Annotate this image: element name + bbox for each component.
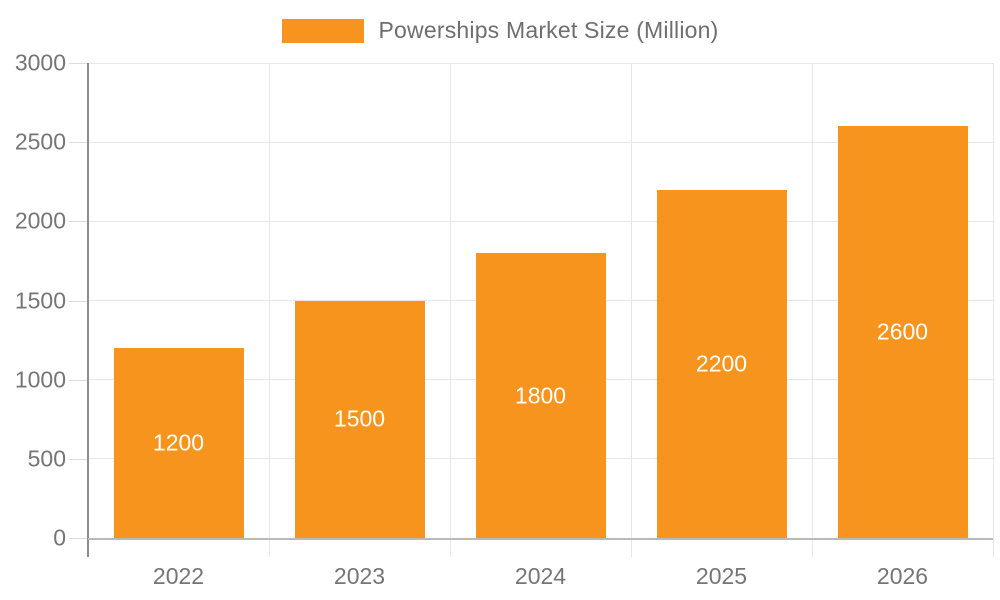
gridline-vertical <box>449 63 451 557</box>
legend-label: Powerships Market Size (Million) <box>378 17 719 43</box>
y-axis-tick <box>69 379 88 381</box>
legend[interactable]: Powerships Market Size (Million) <box>0 17 1000 44</box>
y-axis-tick-label: 2000 <box>14 207 66 234</box>
y-axis-tick-label: 2500 <box>14 128 66 155</box>
y-axis-tick-label: 500 <box>27 445 66 472</box>
bar-2024[interactable] <box>475 253 606 538</box>
y-axis-tick-label: 1000 <box>14 366 66 393</box>
gridline-vertical <box>811 63 813 557</box>
bar-2026[interactable] <box>837 126 968 538</box>
y-axis-tick-label: 1500 <box>14 287 66 313</box>
gridline-horizontal <box>88 62 993 64</box>
x-axis-tick-label: 2025 <box>695 563 748 589</box>
y-axis-tick <box>69 458 88 460</box>
y-axis-tick <box>69 221 88 223</box>
bar-2022[interactable] <box>113 348 244 538</box>
x-axis-tick-label: 2022 <box>152 563 205 589</box>
gridline-horizontal <box>88 220 993 222</box>
y-axis-tick <box>69 142 88 144</box>
legend-swatch-icon <box>281 18 364 43</box>
y-axis-tick <box>69 300 88 302</box>
bar-2023[interactable] <box>294 300 425 538</box>
gridline-horizontal <box>88 141 993 143</box>
y-axis-line <box>87 63 89 557</box>
bar-value-label: 1200 <box>152 429 205 456</box>
y-axis-tick <box>69 63 88 64</box>
gridline-vertical <box>630 63 632 557</box>
x-axis-tick-label: 2023 <box>333 563 386 589</box>
bar-value-label: 1800 <box>514 382 567 408</box>
bar-value-label: 2600 <box>876 318 929 345</box>
x-axis-baseline <box>88 538 993 540</box>
bar-value-label: 2200 <box>695 350 748 377</box>
bar-value-label: 1500 <box>333 405 386 432</box>
y-axis-tick-label: 0 <box>53 524 66 551</box>
y-axis-tick-label: 3000 <box>14 49 66 76</box>
bar-2025[interactable] <box>656 189 787 538</box>
x-axis-tick-label: 2024 <box>514 563 567 589</box>
gridline-vertical <box>992 63 994 557</box>
x-axis-tick-label: 2026 <box>876 563 929 589</box>
y-axis-tick <box>69 538 88 539</box>
gridline-vertical <box>268 63 270 557</box>
